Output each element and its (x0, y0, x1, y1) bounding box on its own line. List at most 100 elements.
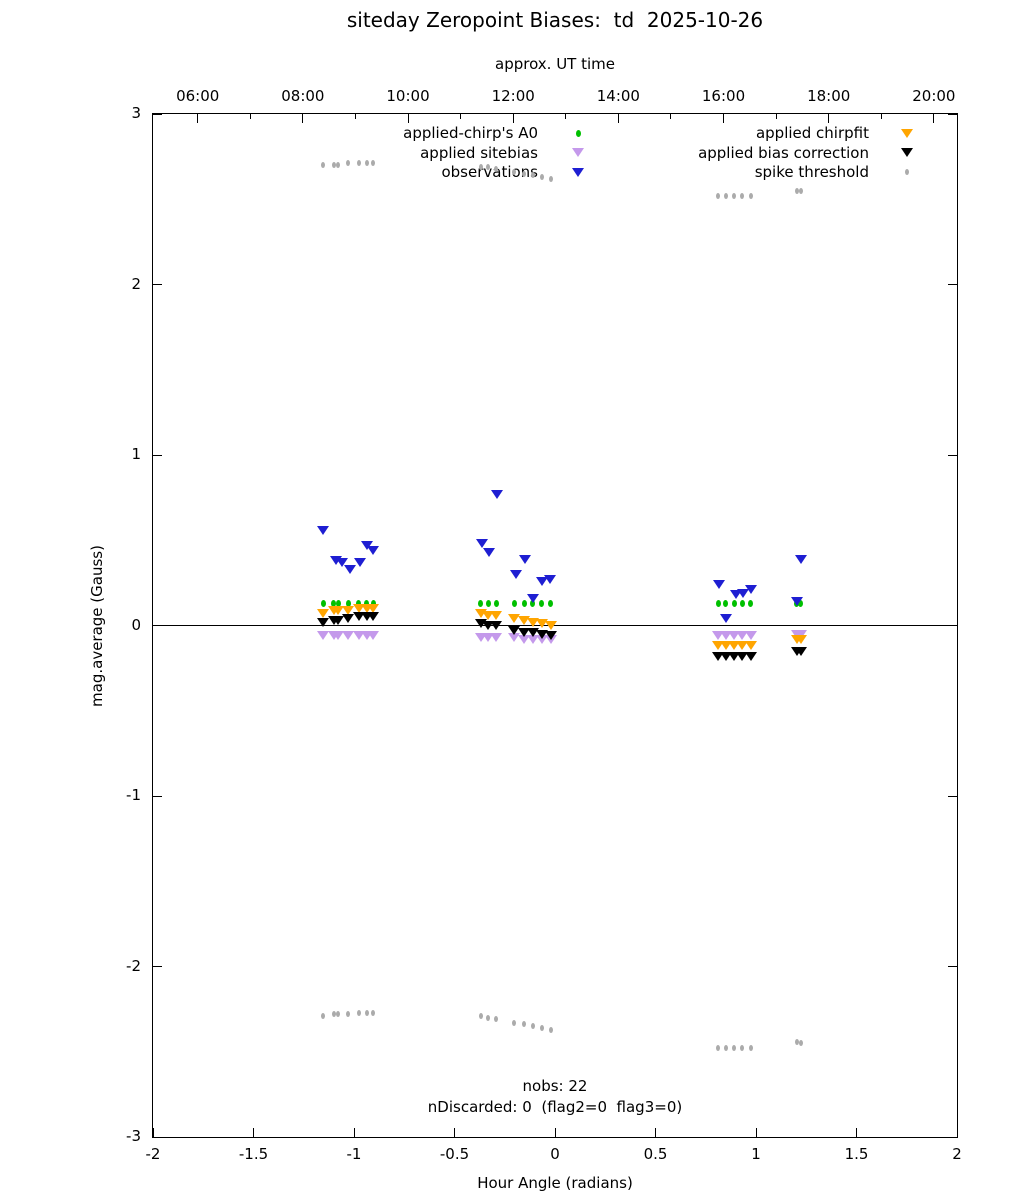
spike-marker (336, 162, 341, 169)
spike-marker (364, 1009, 369, 1016)
biascorr-marker (367, 612, 380, 622)
sitebias-marker (535, 634, 548, 644)
spike-marker (798, 1040, 803, 1047)
y-tick (153, 284, 162, 285)
x-tick-label: 1.5 (844, 1145, 869, 1163)
observations-marker (329, 556, 342, 566)
y-tick-label: 0 (131, 615, 141, 634)
observations-marker (475, 539, 488, 549)
x2-tick-label: 18:00 (807, 87, 851, 105)
spike-marker (530, 172, 535, 179)
x-tick (253, 1128, 254, 1137)
spike-marker (732, 1045, 737, 1052)
spike-marker (494, 1016, 499, 1023)
chirpfit-marker (544, 621, 557, 630)
observations-marker (490, 489, 503, 499)
sitebias-marker (736, 631, 749, 641)
spike-marker (364, 160, 369, 167)
biascorr-marker (332, 615, 345, 625)
a0-marker (511, 599, 517, 607)
chirpfit-marker (332, 605, 345, 615)
a0-marker (739, 599, 745, 607)
a0-marker (335, 599, 341, 607)
a0-marker (485, 599, 491, 607)
spike-marker (723, 192, 728, 199)
y-tick-label: -2 (126, 956, 141, 975)
y-tick-label: 2 (131, 274, 141, 293)
legend-label-sitebias: applied sitebias (420, 143, 538, 162)
sitebias-marker (526, 634, 539, 644)
x2-tick-label: 08:00 (281, 87, 325, 105)
a0-marker (370, 599, 376, 607)
a0-marker (715, 599, 721, 607)
spike-marker (716, 192, 721, 199)
observations-marker (535, 576, 548, 586)
spike-marker (494, 165, 499, 172)
a0-marker (320, 599, 326, 607)
y-tick (153, 966, 162, 967)
x-tick (956, 1128, 958, 1137)
plot-area: -2 -1.5 -1 -0.5 0 0.5 1 1.5 2 -3 -2 -1 0 1 2 3 06:00 08:0… (126, 87, 962, 1163)
y-tick-mirror (948, 1136, 957, 1138)
top-axis-title: approx. UT time (495, 55, 615, 73)
spike-marker (512, 168, 517, 175)
legend-label-spike: spike threshold (754, 163, 869, 181)
spike-marker (740, 1045, 745, 1052)
sitebias-marker (490, 632, 503, 642)
chirpfit-marker (518, 615, 531, 625)
legend-label-a0: applied-chirp's A0 (403, 124, 538, 142)
observations-marker (361, 540, 374, 550)
y-tick (153, 625, 162, 626)
observations-marker (483, 547, 496, 557)
observations-marker (719, 614, 732, 624)
sitebias-marker (474, 632, 487, 642)
spike-marker (478, 163, 483, 170)
a0-marker (521, 599, 527, 607)
x2-minor-tick (670, 114, 672, 119)
observations-marker (317, 525, 330, 535)
biascorr-marker (352, 612, 365, 622)
biascorr-marker (736, 651, 749, 661)
x-tick-label: -0.5 (439, 1145, 470, 1163)
chirpfit-marker (508, 614, 521, 624)
sitebias-marker (719, 631, 732, 641)
spike-marker (331, 162, 336, 169)
y-tick (153, 1136, 162, 1138)
sitebias-marker-legend (572, 148, 584, 157)
spike-marker (539, 174, 544, 181)
spike-marker (548, 1026, 553, 1033)
x2-tick (723, 114, 725, 123)
sitebias-marker (712, 631, 725, 641)
spike-marker (748, 192, 753, 199)
observations-marker (712, 580, 725, 590)
y-tick-label: 3 (131, 104, 141, 122)
x-tick (353, 1128, 355, 1137)
sitebias-marker (482, 632, 495, 642)
chirpfit-marker (490, 610, 503, 620)
x-tick (856, 1128, 857, 1137)
chirpfit-marker (526, 617, 539, 627)
biascorr-marker (474, 619, 487, 629)
biascorr-marker (317, 617, 330, 627)
x2-tick (197, 114, 199, 123)
biascorr-marker (794, 646, 807, 656)
biascorr-marker (490, 621, 503, 630)
spike-marker (530, 1023, 535, 1030)
x2-tick (933, 114, 935, 123)
spike-marker (331, 1011, 336, 1018)
x-tick (152, 1128, 154, 1137)
biascorr-marker (360, 612, 373, 622)
observations-marker (367, 545, 380, 555)
chirpfit-marker (794, 634, 807, 644)
y-tick-mirror (948, 795, 957, 797)
spike-marker (486, 1014, 491, 1021)
x-tick-label: -1.5 (238, 1145, 269, 1163)
a0-marker (723, 599, 729, 607)
x-tick-label: 1 (751, 1145, 761, 1163)
a0-marker (530, 599, 536, 607)
x2-minor-tick (354, 114, 356, 119)
chirpfit-marker (482, 610, 495, 620)
x2-minor-tick (880, 114, 882, 119)
y-tick-label: -1 (126, 786, 141, 804)
